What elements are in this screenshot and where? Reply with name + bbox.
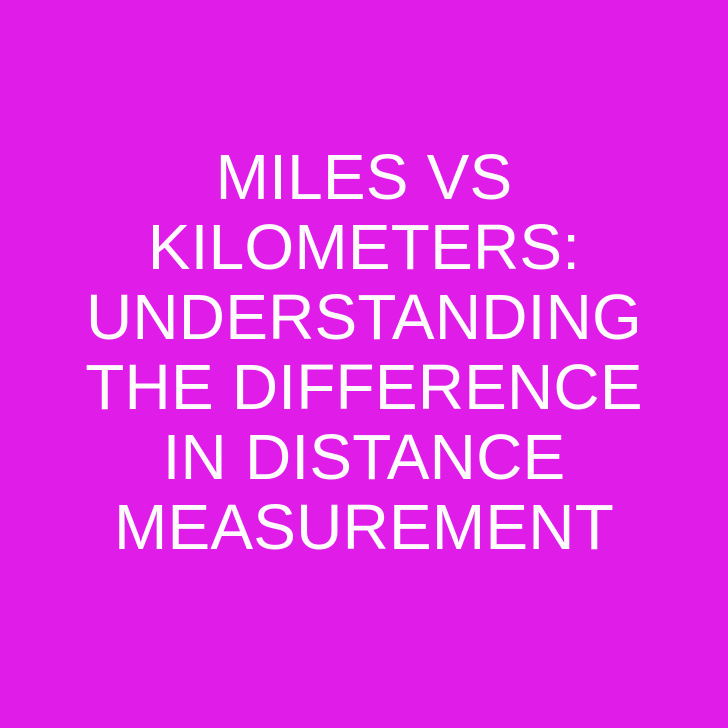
page-title: MILES VS KILOMETERS: UNDERSTANDING THE D… — [0, 142, 728, 562]
title-line-3: UNDERSTANDING — [85, 281, 643, 353]
title-line-5: IN DISTANCE — [162, 421, 566, 493]
title-line-6: MEASUREMENT — [113, 491, 614, 563]
title-line-1: MILES VS — [215, 141, 513, 213]
title-line-2: KILOMETERS: — [147, 211, 581, 283]
title-line-4: THE DIFFERENCE — [85, 351, 643, 423]
